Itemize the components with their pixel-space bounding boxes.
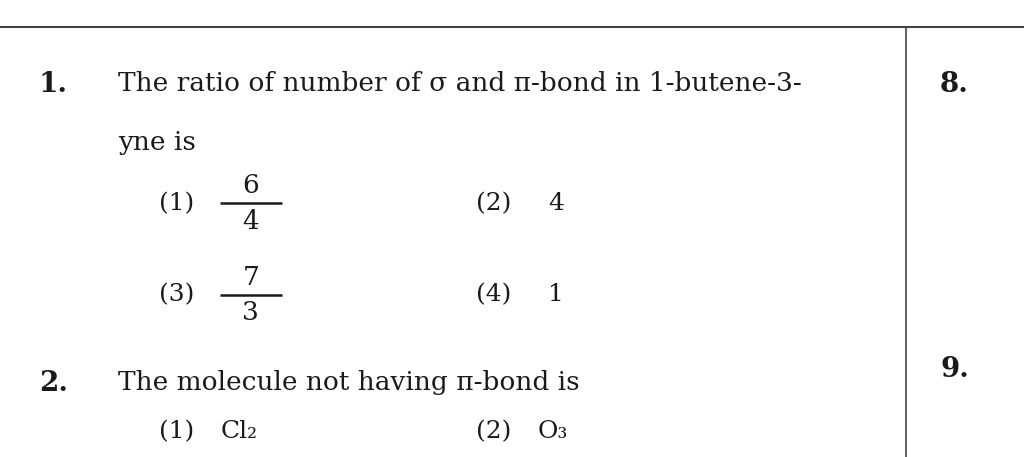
Text: 4: 4 xyxy=(243,208,259,234)
Text: 2.: 2. xyxy=(39,370,68,397)
Text: 1: 1 xyxy=(548,283,563,306)
Text: The molecule not having π-bond is: The molecule not having π-bond is xyxy=(118,370,580,395)
Text: The ratio of number of σ and π-bond in 1-butene-3-: The ratio of number of σ and π-bond in 1… xyxy=(118,71,802,96)
Text: (1): (1) xyxy=(159,192,194,215)
Text: Cl₂: Cl₂ xyxy=(220,420,257,443)
Text: (2): (2) xyxy=(476,420,512,443)
Text: O₃: O₃ xyxy=(538,420,568,443)
Text: 7: 7 xyxy=(243,265,259,290)
Text: 1.: 1. xyxy=(39,71,68,98)
Text: (2): (2) xyxy=(476,192,512,215)
Text: 8.: 8. xyxy=(940,71,969,98)
Text: 4: 4 xyxy=(548,192,564,215)
Text: (4): (4) xyxy=(476,283,512,306)
Text: 6: 6 xyxy=(243,173,259,198)
Text: yne is: yne is xyxy=(118,130,196,155)
Text: (3): (3) xyxy=(159,283,195,306)
Text: 9.: 9. xyxy=(940,356,969,383)
Text: (1): (1) xyxy=(159,420,194,443)
Text: 3: 3 xyxy=(243,300,259,325)
